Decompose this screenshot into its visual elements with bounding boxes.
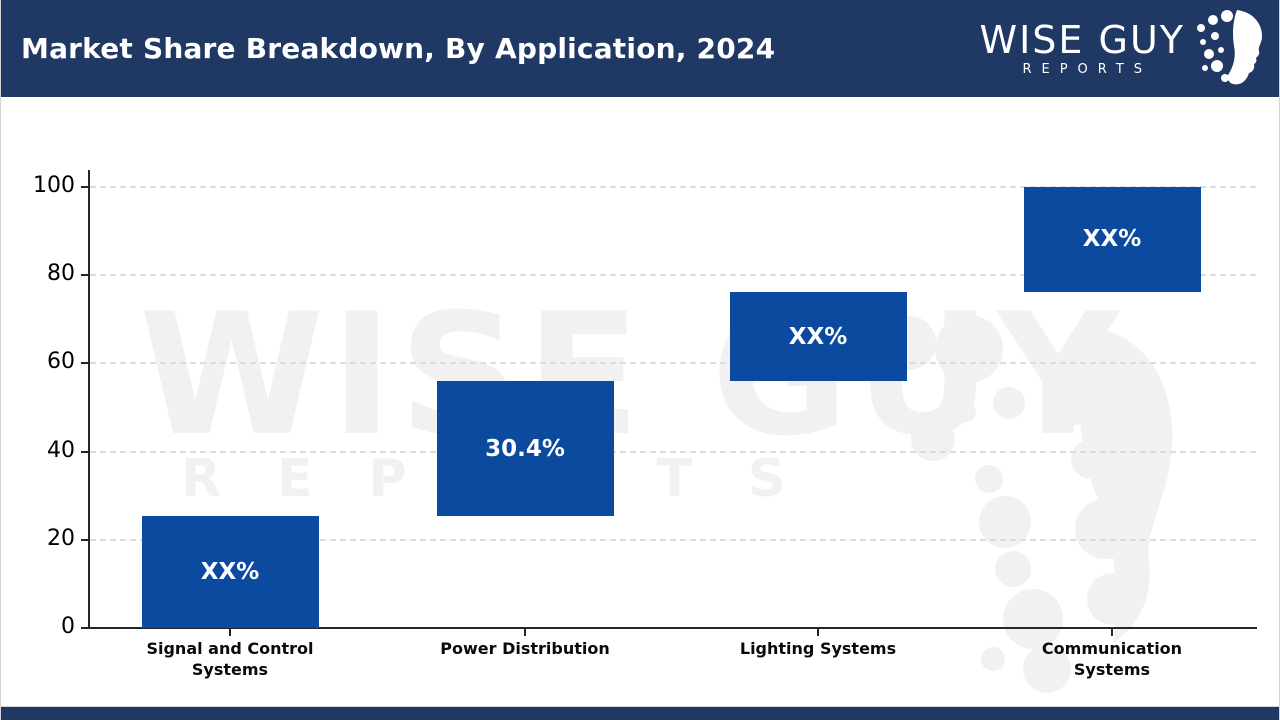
y-tick-label: 100 [33, 173, 75, 198]
gridline-40 [90, 450, 1256, 453]
x-tick-3 [817, 629, 819, 636]
x-tick-2 [524, 629, 526, 636]
x-axis-line [88, 627, 1257, 629]
bar-1: XX% [141, 515, 319, 628]
bar-value-label: XX% [200, 558, 260, 585]
bar-3: XX% [729, 291, 907, 382]
y-tick-0 [81, 627, 89, 629]
watermark-face-dots-icon [784, 315, 1173, 693]
x-tick-1 [229, 629, 231, 636]
bar-value-label: XX% [788, 323, 848, 350]
y-tick-20 [81, 538, 89, 541]
gridline-20 [90, 538, 1256, 541]
y-tick-label: 0 [61, 614, 75, 639]
y-tick-label: 60 [47, 349, 75, 375]
y-axis-line [88, 170, 90, 629]
y-tick-label: 40 [47, 437, 75, 463]
bar-4: XX% [1023, 187, 1201, 292]
footer-divider [1, 706, 1279, 707]
y-tick-100 [81, 186, 89, 188]
watermark: WISE GUY REPORTS [1, 97, 1279, 707]
x-category-label: Signal and Control Systems [146, 639, 314, 679]
header-bar: Market Share Breakdown, By Application, … [1, 0, 1279, 97]
y-tick-label: 20 [47, 525, 75, 551]
gridline-80 [90, 274, 1256, 277]
x-tick-4 [1111, 629, 1113, 636]
y-tick-80 [81, 274, 89, 277]
x-category-label: Communication Systems [1041, 639, 1183, 679]
y-tick-60 [81, 362, 89, 365]
bar-value-label: 30.4% [485, 435, 565, 462]
y-tick-40 [81, 450, 89, 453]
brand-logo: WISE GUY REPORTS [980, 0, 1269, 97]
bar-value-label: XX% [1082, 226, 1142, 253]
bar-2: 30.4% [436, 381, 614, 516]
gridline-60 [90, 362, 1256, 365]
brand-subname: REPORTS [1022, 62, 1153, 77]
x-category-label: Power Distribution [440, 639, 610, 658]
chart-title: Market Share Breakdown, By Application, … [21, 32, 776, 65]
gridline-100 [90, 186, 1256, 188]
wiseguy-logo-face-icon [1197, 9, 1263, 84]
brand-text: WISE GUY REPORTS [980, 21, 1185, 76]
x-category-label: Lighting Systems [739, 639, 897, 658]
y-tick-label: 80 [47, 261, 75, 287]
brand-name: WISE GUY [979, 18, 1185, 62]
footer-bar [1, 707, 1279, 720]
